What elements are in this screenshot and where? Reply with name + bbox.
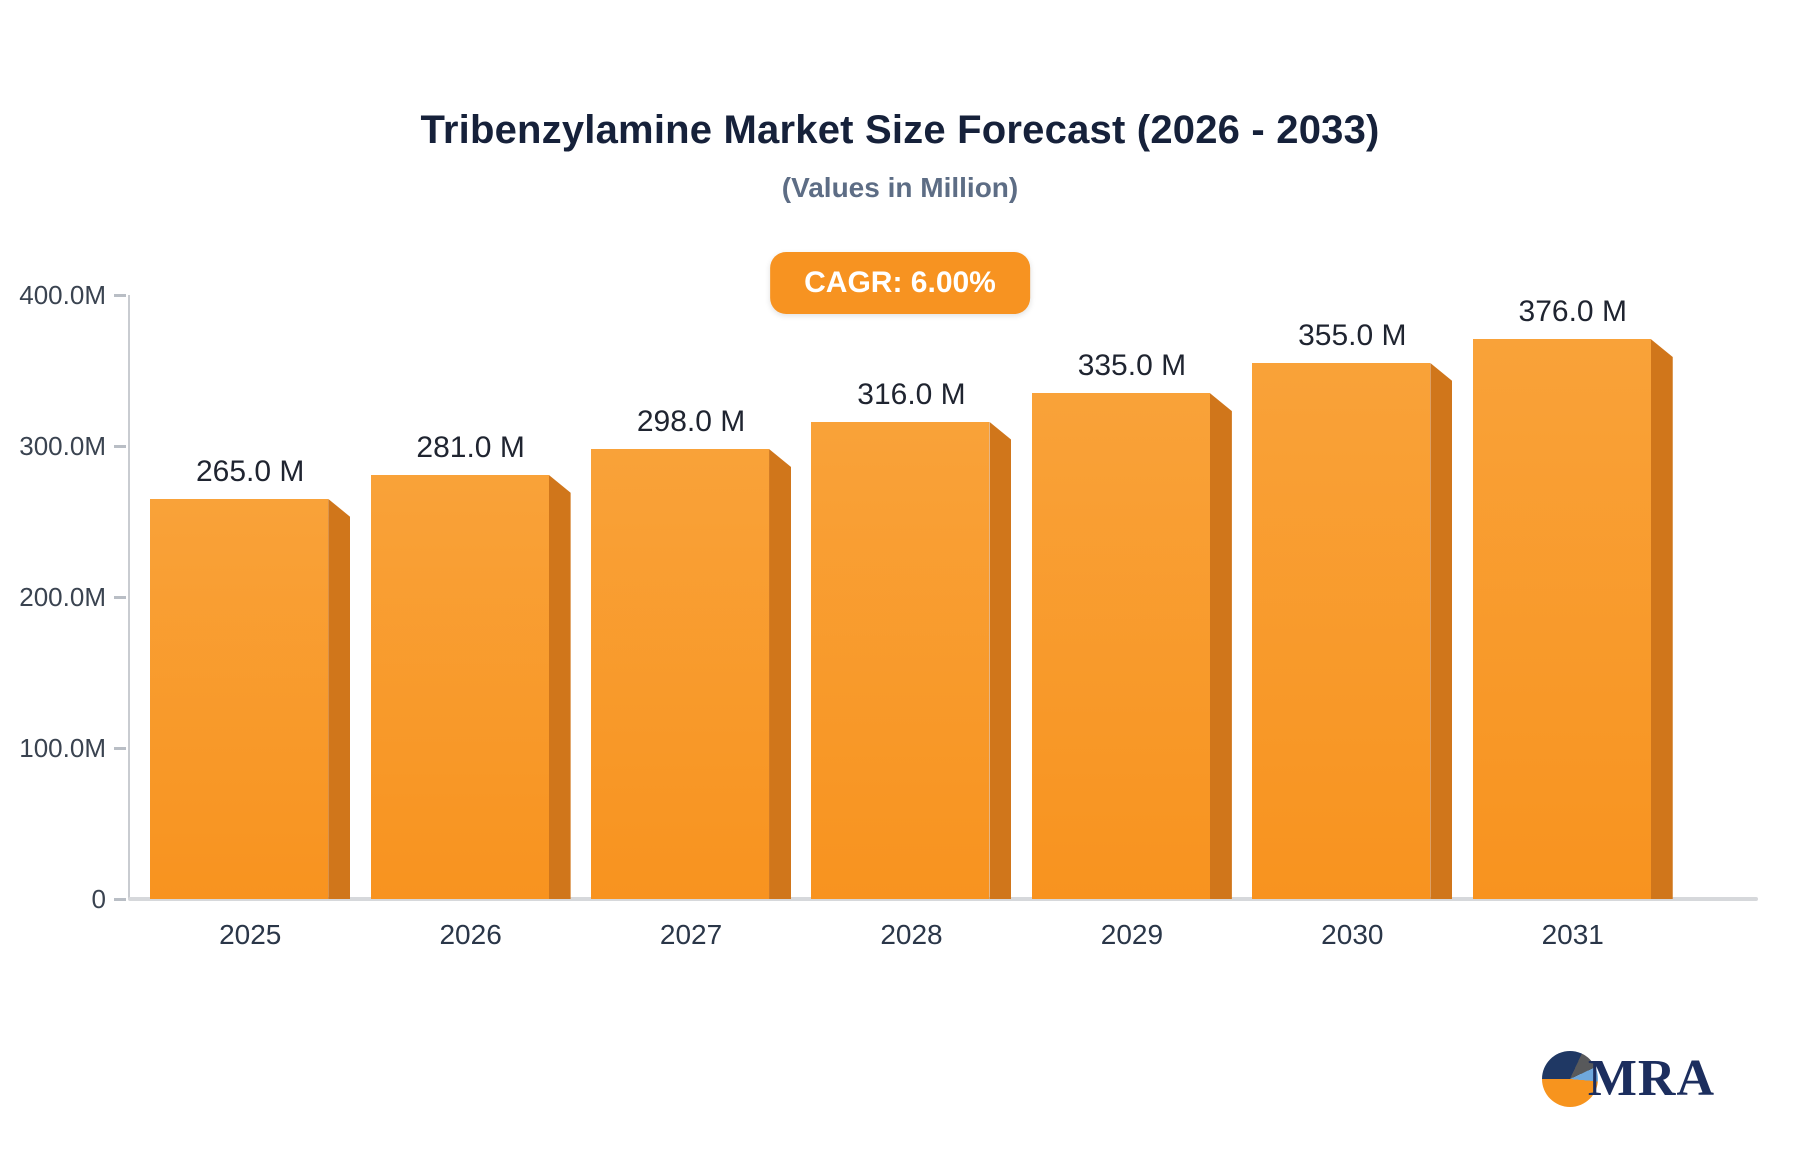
- bar-value-label: 265.0 M: [196, 454, 305, 488]
- bar-face: [1252, 362, 1431, 899]
- brand-logo: MRA: [1541, 1049, 1715, 1108]
- x-axis-baseline: [128, 897, 1758, 901]
- bar-2030: [1252, 362, 1453, 899]
- bar-slot: 281.0 M: [360, 295, 580, 899]
- bar-face: [811, 421, 990, 899]
- y-tick-mark: [114, 746, 126, 750]
- x-axis-label: 2031: [1541, 919, 1604, 950]
- bar-side-shadow: [1650, 339, 1673, 899]
- cagr-badge: CAGR: 6.00%: [770, 252, 1030, 314]
- chart-subtitle: (Values in Million): [781, 172, 1019, 203]
- x-axis-labels: 2025 2026 2027 2028 2029 2030 2031: [140, 919, 1683, 951]
- bar-side-shadow: [328, 498, 351, 899]
- bar-2025: [150, 498, 351, 899]
- bar-2028: [811, 421, 1012, 899]
- bar-face: [370, 474, 549, 899]
- bar-side-shadow: [769, 449, 792, 899]
- plot-area: 400.0M 300.0M 200.0M 100.0M 0 265.0 M 281.0 M…: [19, 280, 1758, 950]
- x-axis-label: 2029: [1100, 919, 1164, 950]
- y-tick-label: 400.0M: [19, 279, 106, 310]
- bar-face: [591, 449, 770, 899]
- bar-slot: 335.0 M: [1022, 295, 1242, 899]
- chart-title: Tribenzylamine Market Size Forecast (202…: [420, 108, 1380, 152]
- y-tick-label: 100.0M: [19, 732, 106, 763]
- y-tick-label: 300.0M: [19, 430, 106, 461]
- bars-container: 265.0 M 281.0 M 298.0 M 316.0 M 335.0 M 355.0…: [140, 295, 1683, 899]
- bar-slot: 355.0 M: [1242, 295, 1462, 899]
- bar-value-label: 298.0 M: [636, 405, 746, 439]
- bar-2026: [370, 474, 571, 899]
- bar-value-label: 376.0 M: [1518, 295, 1627, 328]
- bar-face: [1031, 393, 1210, 899]
- y-tick-mark: [114, 444, 126, 448]
- bar-slot: 298.0 M: [581, 295, 801, 899]
- bar-side-shadow: [1430, 362, 1453, 899]
- brand-text: MRA: [1587, 1050, 1715, 1107]
- bar-slot: 316.0 M: [801, 295, 1021, 899]
- x-axis-label: 2027: [659, 919, 723, 950]
- bar-slot: 265.0 M: [140, 295, 360, 899]
- y-tick-mark: [114, 293, 126, 297]
- y-tick-mark: [114, 897, 126, 901]
- bar-face: [1472, 339, 1651, 899]
- x-axis-label: 2026: [439, 919, 502, 950]
- bar-value-label: 281.0 M: [416, 430, 525, 464]
- y-tick-label: 200.0M: [19, 581, 106, 612]
- bar-2031: [1472, 339, 1673, 899]
- bar-2027: [591, 449, 792, 899]
- x-axis-label: 2025: [219, 919, 282, 950]
- bar-face: [150, 498, 329, 899]
- bar-side-shadow: [989, 421, 1012, 899]
- y-tick-mark: [114, 595, 126, 599]
- bar-value-label: 335.0 M: [1077, 349, 1187, 383]
- bar-side-shadow: [548, 474, 571, 899]
- bar-value-label: 355.0 M: [1298, 318, 1407, 352]
- x-axis-label: 2030: [1321, 919, 1384, 950]
- y-tick-label: 0: [91, 883, 106, 914]
- bar-side-shadow: [1209, 393, 1232, 899]
- bar-value-label: 316.0 M: [857, 377, 966, 411]
- x-axis-label: 2028: [880, 919, 943, 950]
- bar-2029: [1031, 393, 1232, 899]
- bar-slot: 376.0 M: [1463, 295, 1683, 899]
- pie-chart-logo-icon: [1541, 1050, 1598, 1107]
